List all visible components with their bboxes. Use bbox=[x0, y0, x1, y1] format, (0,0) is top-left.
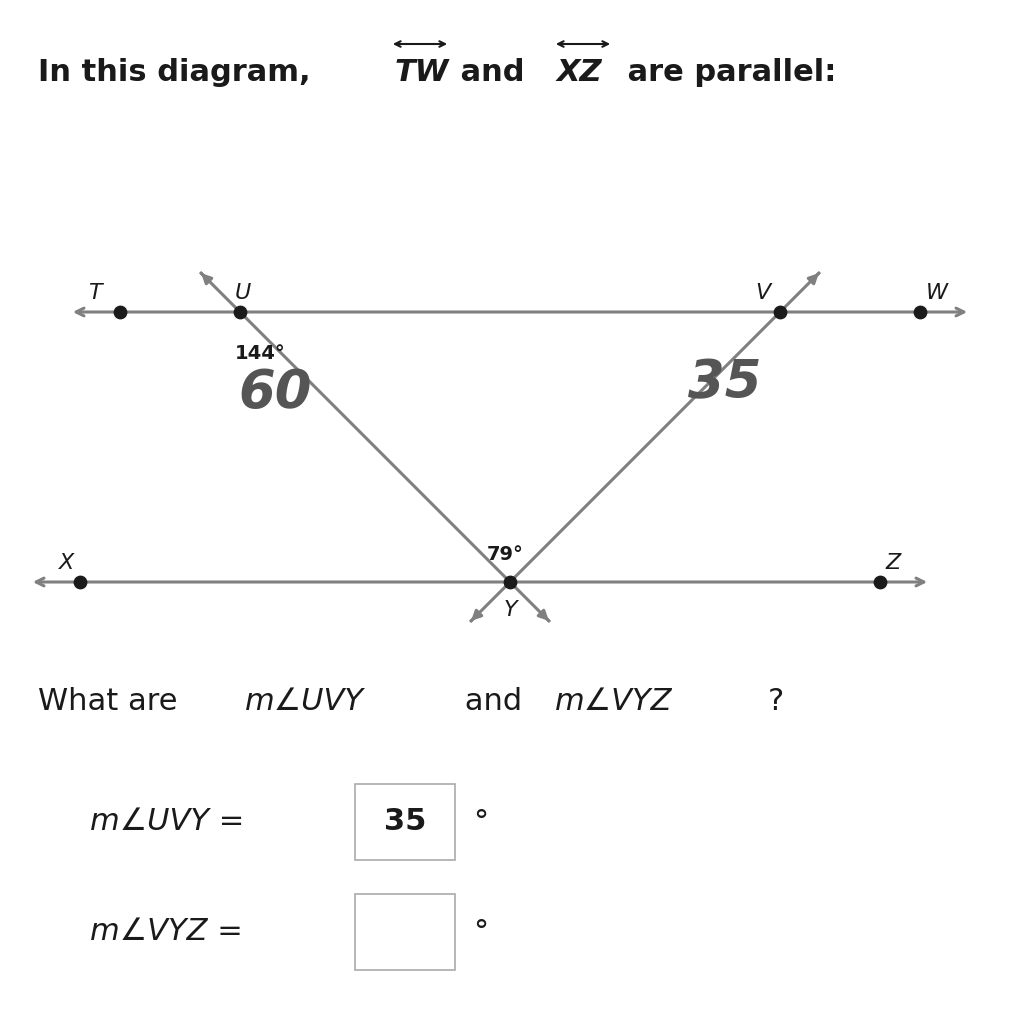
Text: What are: What are bbox=[38, 687, 187, 716]
Text: 60: 60 bbox=[239, 367, 311, 419]
Point bbox=[112, 303, 128, 320]
FancyBboxPatch shape bbox=[355, 894, 455, 970]
Text: ?: ? bbox=[768, 687, 784, 716]
Text: m∠VYZ: m∠VYZ bbox=[555, 687, 673, 716]
Text: and: and bbox=[450, 58, 536, 87]
Text: 35: 35 bbox=[384, 807, 426, 837]
Text: T: T bbox=[88, 283, 102, 303]
Text: X: X bbox=[59, 553, 75, 573]
Point bbox=[502, 574, 518, 590]
Text: are parallel:: are parallel: bbox=[617, 58, 837, 87]
Text: °: ° bbox=[473, 917, 488, 946]
Text: °: ° bbox=[473, 807, 488, 837]
Text: 144°: 144° bbox=[234, 344, 286, 363]
Text: m∠UVY: m∠UVY bbox=[245, 687, 364, 716]
Text: W: W bbox=[926, 283, 947, 303]
Text: U: U bbox=[234, 283, 251, 303]
Point bbox=[911, 303, 928, 320]
Point bbox=[72, 574, 88, 590]
Text: 35: 35 bbox=[688, 357, 762, 409]
Text: m∠UVY =: m∠UVY = bbox=[90, 807, 254, 837]
Text: XZ: XZ bbox=[557, 58, 603, 87]
FancyBboxPatch shape bbox=[355, 784, 455, 860]
Point bbox=[871, 574, 888, 590]
Text: m∠VYZ =: m∠VYZ = bbox=[90, 917, 253, 946]
Text: Y: Y bbox=[503, 600, 517, 620]
Text: Z: Z bbox=[886, 553, 901, 573]
Point bbox=[772, 303, 788, 320]
Text: TW: TW bbox=[395, 58, 450, 87]
Text: In this diagram,: In this diagram, bbox=[38, 58, 322, 87]
Point bbox=[231, 303, 248, 320]
Text: 79°: 79° bbox=[486, 545, 523, 565]
Text: V: V bbox=[756, 283, 771, 303]
Text: and: and bbox=[455, 687, 531, 716]
